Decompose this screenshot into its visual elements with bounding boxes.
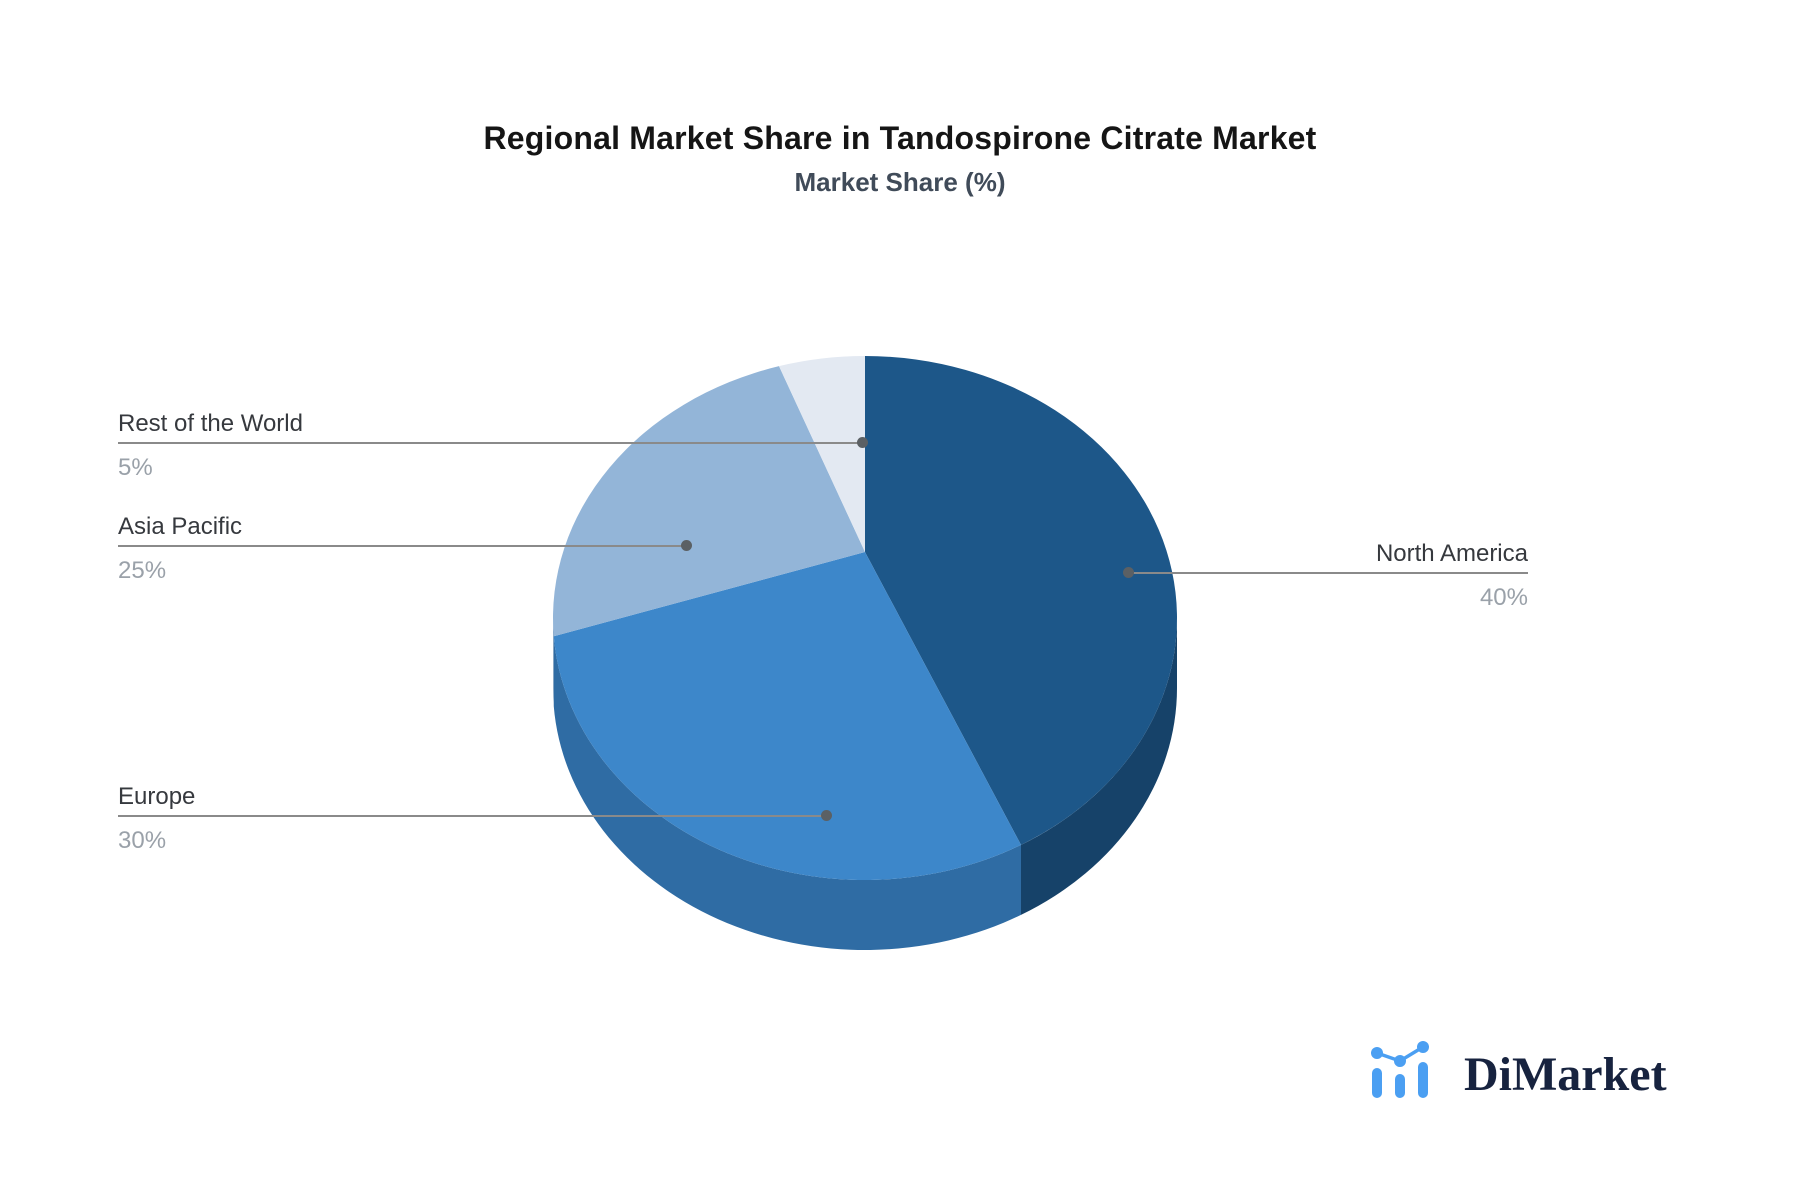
callout-europe: Europe 30% [118, 783, 832, 861]
callout-line [118, 545, 687, 547]
pie-slice-europe[interactable] [553, 552, 1021, 881]
callout-dot [821, 810, 832, 821]
callout-value-rest-of-the-world: 5% [118, 454, 153, 481]
brand-name: DiMarket [1464, 1048, 1667, 1101]
callout-value-north-america: 40% [1479, 584, 1528, 611]
callout-label-rest-of-the-world: Rest of the World [118, 410, 303, 437]
brand-logo: DiMarket [1368, 1040, 1667, 1100]
callout-dot [1123, 567, 1134, 578]
pie-slice-side-asia-pacific [553, 618, 554, 707]
callout-label-europe: Europe [118, 783, 196, 810]
pie-slice-north-america[interactable] [865, 356, 1178, 845]
callout-dot [681, 540, 692, 551]
bar-chart-trend-icon [1371, 1041, 1429, 1098]
callout-line [118, 442, 863, 444]
callout-rest-of-the-world: Rest of the World 5% [118, 410, 868, 488]
callout-label-north-america: North America [1375, 540, 1528, 567]
callout-value-europe: 30% [118, 827, 167, 854]
callout-value-asia-pacific: 25% [118, 557, 167, 584]
pie-slice-asia-pacific[interactable] [553, 366, 865, 637]
callout-dot [857, 437, 868, 448]
chart-title: Regional Market Share in Tandospirone Ci… [483, 120, 1317, 156]
callout-label-asia-pacific: Asia Pacific [118, 513, 243, 540]
callout-asia-pacific: Asia Pacific 25% [118, 513, 692, 591]
pie-slice-side-europe [553, 636, 1021, 951]
callout-line [118, 815, 827, 817]
pie-slice-side-north-america [1021, 618, 1177, 915]
pie-slice-rest-of-the-world[interactable] [779, 356, 865, 552]
callout-line [1128, 572, 1528, 574]
callout-north-america: North America 40% [1123, 540, 1528, 618]
chart-subtitle: Market Share (%) [794, 167, 1006, 197]
